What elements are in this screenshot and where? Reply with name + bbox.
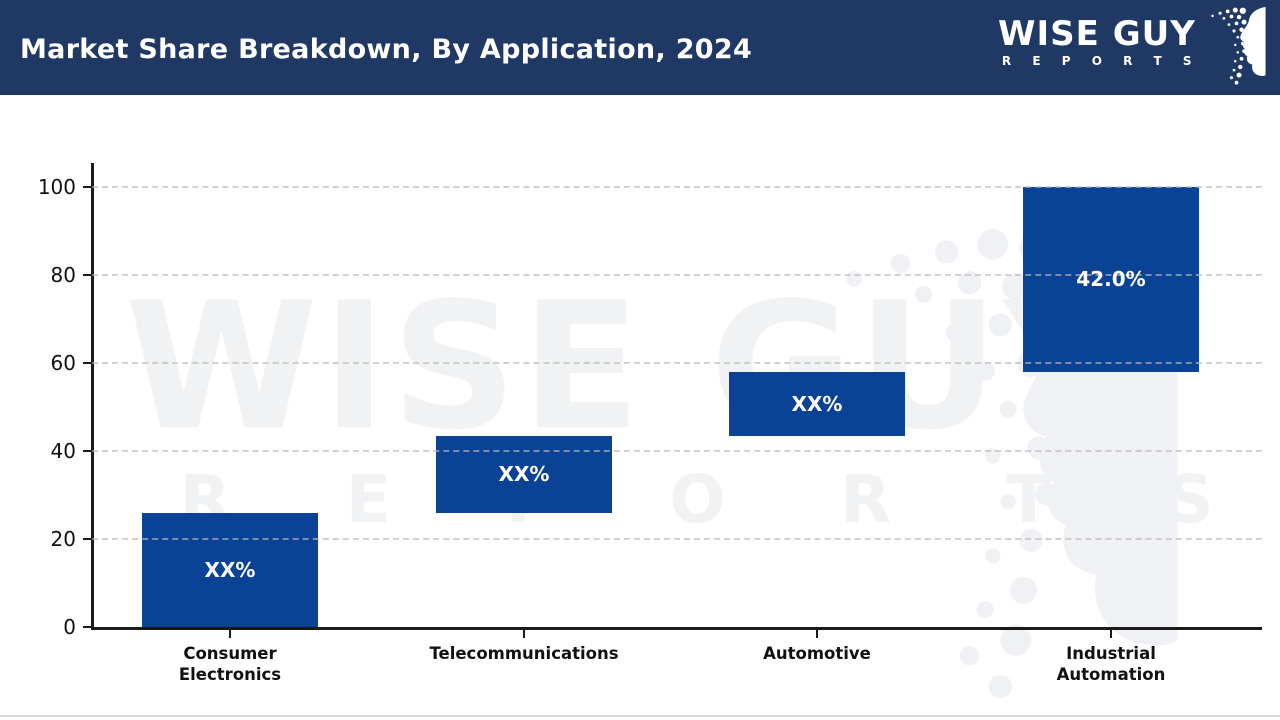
y-tick-0 [83, 626, 92, 628]
y-tick-label-100: 100 [37, 175, 76, 199]
gridline-y-40 [92, 450, 1262, 452]
bar-value-label-industrial-automation: 42.0% [1076, 267, 1146, 292]
bar-value-label-consumer-electronics: XX% [204, 557, 256, 582]
logo-wordmark-sub: R E P O R T S [1001, 54, 1200, 68]
chart-area: WISE GUY R E P O R T S XX% XX% XX% 42.0% 0 20… [0, 95, 1280, 720]
y-tick-80 [83, 274, 92, 276]
x-axis-line [91, 627, 1262, 630]
watermark-line2: R E P O R T S [180, 461, 1260, 538]
x-category-label-automotive: Automotive [763, 644, 871, 663]
y-axis-line [91, 163, 94, 630]
header-bar: Market Share Breakdown, By Application, … [0, 0, 1280, 95]
y-tick-label-40: 40 [50, 439, 76, 463]
y-tick-20 [83, 538, 92, 540]
x-category-label-consumer-electronics: Consumer Electronics [178, 644, 282, 684]
logo-face-icon [1202, 7, 1266, 89]
bottom-border [0, 715, 1280, 717]
x-tick-consumer-electronics [229, 630, 231, 638]
gridline-y-80 [92, 274, 1262, 276]
gridline-y-20 [92, 538, 1262, 540]
x-tick-telecommunications [523, 630, 525, 638]
y-tick-label-20: 20 [50, 527, 76, 551]
bar-value-label-telecommunications: XX% [498, 462, 550, 487]
bar-consumer-electronics [142, 512, 318, 627]
gridline-y-60 [92, 362, 1262, 364]
y-tick-label-60: 60 [50, 351, 76, 375]
x-tick-automotive [816, 630, 818, 638]
y-tick-100 [83, 186, 92, 188]
y-tick-label-80: 80 [50, 263, 76, 287]
bar-value-label-automotive: XX% [791, 391, 843, 416]
bar-telecommunications [436, 435, 612, 513]
logo-wordmark: WISE GUY R E P O R T S [994, 17, 1200, 68]
page-title: Market Share Breakdown, By Application, … [20, 34, 753, 65]
x-tick-industrial-automation [1110, 630, 1112, 638]
logo-wordmark-main: WISE GUY [998, 14, 1196, 54]
gridline-y-100 [92, 186, 1262, 188]
y-tick-60 [83, 362, 92, 364]
brand-logo: WISE GUY R E P O R T S [998, 5, 1266, 91]
x-category-label-telecommunications: Telecommunications [429, 644, 619, 663]
y-tick-40 [83, 450, 92, 452]
x-category-label-industrial-automation: Industrial Automation [1056, 644, 1166, 684]
y-tick-label-0: 0 [63, 615, 76, 639]
